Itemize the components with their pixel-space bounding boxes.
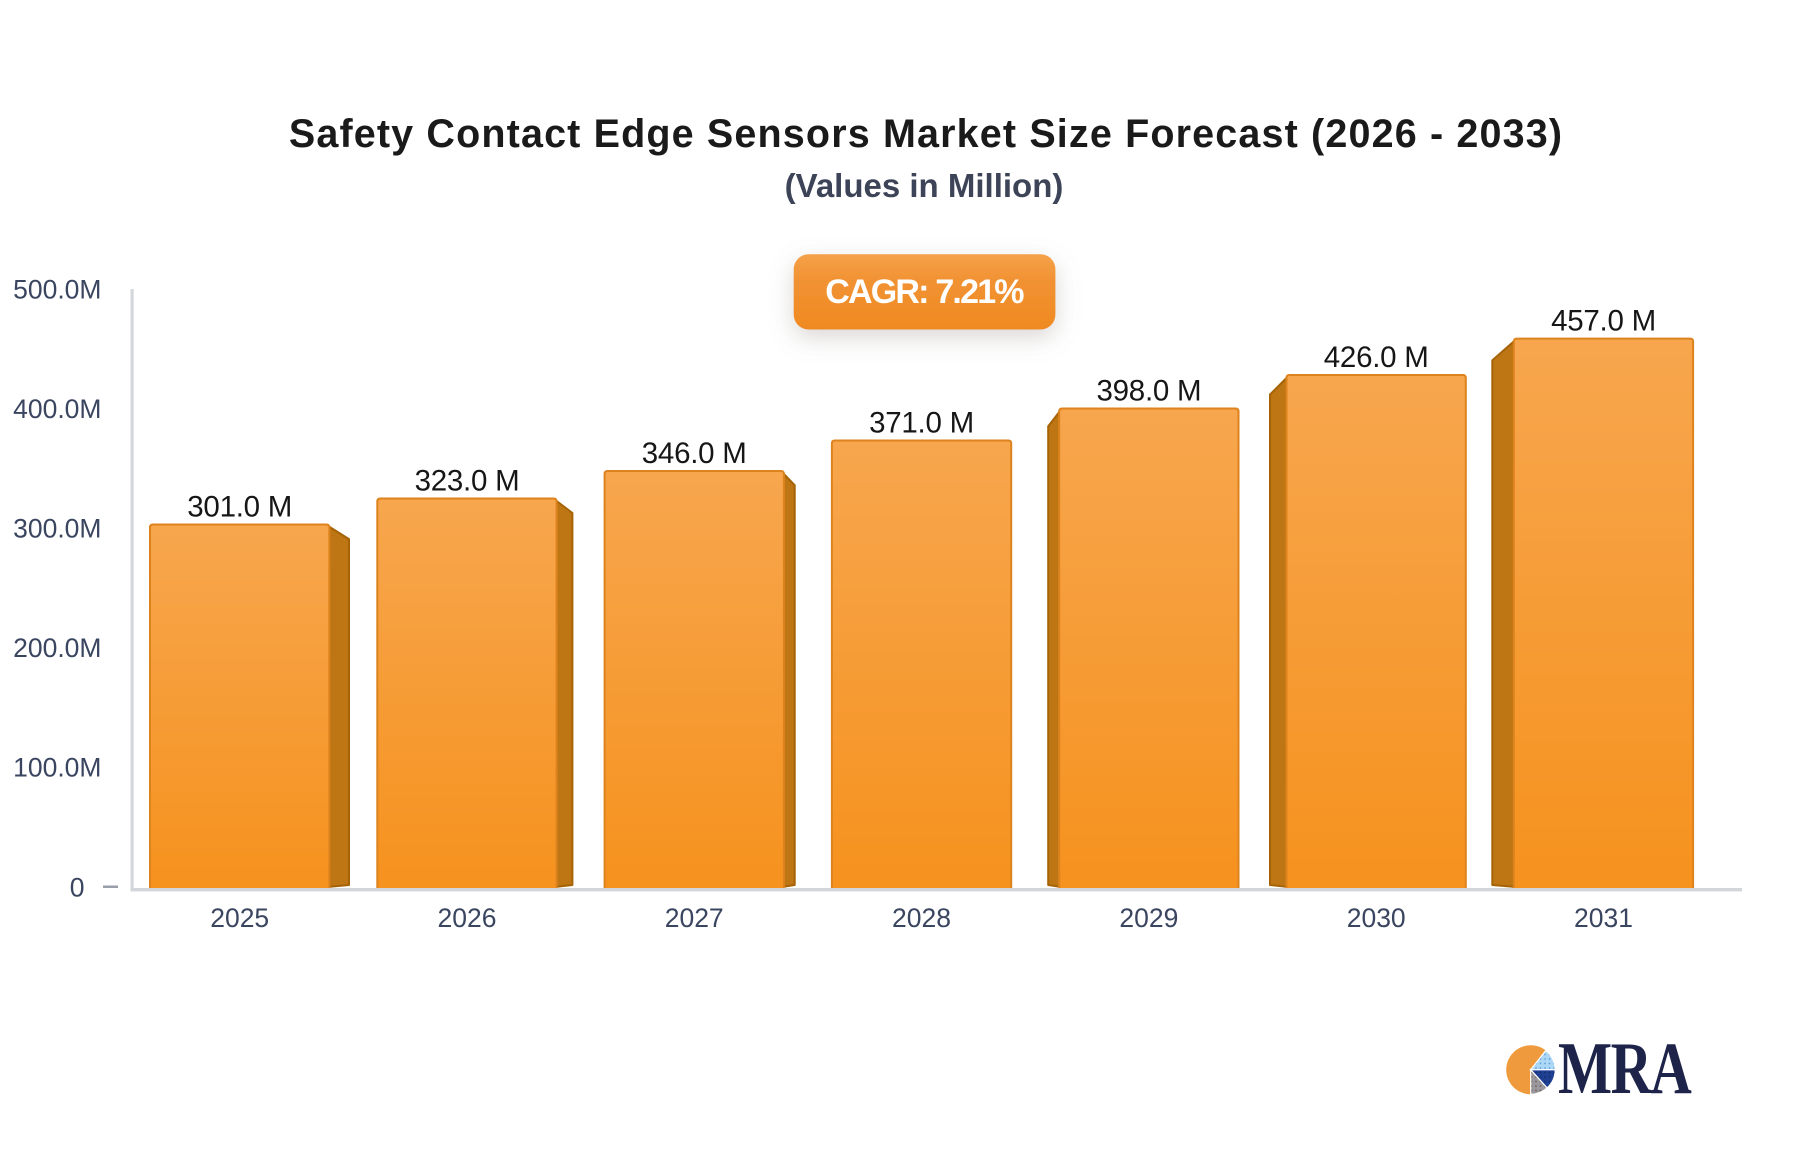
svg-text:Safety Contact Edge Sensors Ma: Safety Contact Edge Sensors Market Size … bbox=[289, 112, 1563, 156]
svg-text:MRA: MRA bbox=[1558, 1028, 1692, 1110]
svg-text:300.0M: 300.0M bbox=[13, 514, 101, 544]
svg-text:2031: 2031 bbox=[1574, 903, 1633, 933]
svg-text:2030: 2030 bbox=[1347, 903, 1406, 933]
svg-text:2029: 2029 bbox=[1119, 903, 1178, 933]
svg-text:100.0M: 100.0M bbox=[13, 753, 101, 783]
svg-text:2025: 2025 bbox=[210, 903, 269, 933]
svg-text:2026: 2026 bbox=[438, 903, 497, 933]
svg-text:2027: 2027 bbox=[665, 903, 724, 933]
svg-text:457.0 M: 457.0 M bbox=[1551, 305, 1656, 338]
svg-text:400.0M: 400.0M bbox=[13, 394, 101, 424]
svg-text:323.0 M: 323.0 M bbox=[415, 465, 520, 498]
svg-text:200.0M: 200.0M bbox=[13, 633, 101, 663]
svg-text:(Values in Million): (Values in Million) bbox=[785, 167, 1064, 204]
svg-text:CAGR: 7.21%: CAGR: 7.21% bbox=[825, 273, 1024, 311]
svg-text:371.0 M: 371.0 M bbox=[869, 407, 974, 440]
svg-text:0: 0 bbox=[70, 872, 85, 902]
svg-text:2028: 2028 bbox=[892, 903, 951, 933]
svg-text:426.0 M: 426.0 M bbox=[1324, 341, 1429, 374]
svg-text:301.0 M: 301.0 M bbox=[187, 491, 292, 524]
svg-text:346.0 M: 346.0 M bbox=[642, 437, 747, 470]
svg-text:398.0 M: 398.0 M bbox=[1096, 375, 1201, 408]
svg-text:500.0M: 500.0M bbox=[13, 274, 101, 304]
